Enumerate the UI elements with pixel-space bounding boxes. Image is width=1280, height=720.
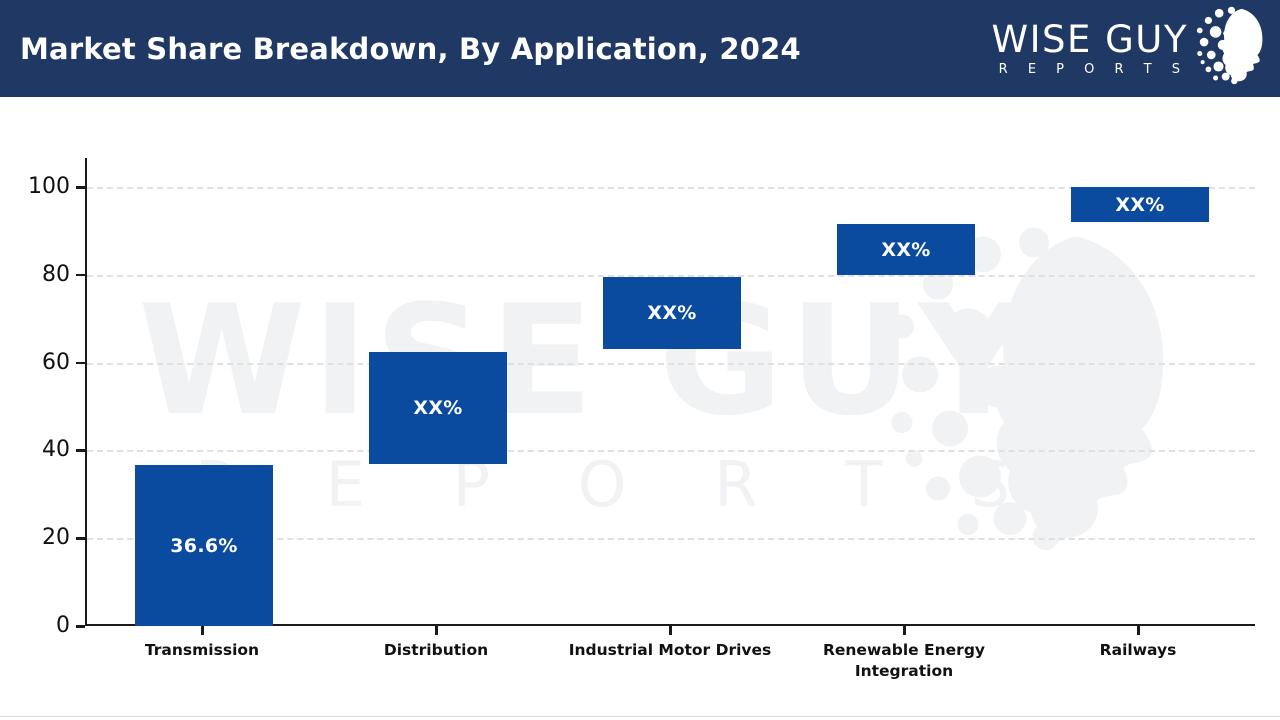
bar-distribution: XX% <box>369 351 507 464</box>
y-tick-label: 60 <box>42 349 70 375</box>
bar-value-label: 36.6% <box>170 534 238 557</box>
y-tick-mark <box>76 361 85 365</box>
market-share-chart: 36.6% XX% XX% XX% XX% 0 20 40 60 80 100 Transmissi… <box>0 158 1280 680</box>
gridline <box>87 450 1255 453</box>
y-tick-mark <box>76 537 85 540</box>
bar-value-label: XX% <box>1115 193 1165 216</box>
x-tick-mark <box>201 626 204 635</box>
y-tick-mark <box>76 449 85 452</box>
brand-logo-text: WISE GUY R E P O R T S <box>992 21 1188 76</box>
bar-industrial-motor-drives: XX% <box>603 276 741 350</box>
brand-subtitle: R E P O R T S <box>998 62 1188 77</box>
x-category-label: Industrial Motor Drives <box>568 641 772 659</box>
brand-name: WISE GUY <box>991 18 1188 61</box>
brand-face-icon <box>1194 6 1266 91</box>
bar-renewable-energy-integration: XX% <box>837 224 975 275</box>
bar-value-label: XX% <box>413 396 463 419</box>
y-tick-mark <box>76 186 85 189</box>
gridline <box>87 274 1255 277</box>
y-tick-label: 80 <box>42 261 70 287</box>
x-category-label: Renewable Energy Integration <box>822 641 986 680</box>
y-tick-label: 100 <box>28 174 70 199</box>
x-tick-mark <box>1137 626 1140 635</box>
y-tick-mark <box>76 273 85 277</box>
bar-value-label: XX% <box>881 238 931 261</box>
x-category-label: Transmission <box>144 641 260 659</box>
y-tick-mark <box>76 625 85 628</box>
bottom-divider <box>0 716 1280 717</box>
gridline <box>87 187 1255 189</box>
x-tick-mark <box>669 626 672 635</box>
x-tick-mark <box>903 626 906 635</box>
header-bar: Market Share Breakdown, By Application, … <box>0 0 1280 97</box>
gridline <box>87 362 1255 365</box>
y-tick-label: 40 <box>42 437 70 463</box>
y-tick-label: 20 <box>42 525 70 551</box>
gridline <box>87 538 1255 541</box>
bar-transmission: 36.6% <box>135 465 273 626</box>
bar-value-label: XX% <box>647 302 697 325</box>
brand-logo: WISE GUY R E P O R T S <box>992 6 1266 91</box>
x-category-label: Railways <box>1099 641 1177 659</box>
page-title: Market Share Breakdown, By Application, … <box>20 31 801 66</box>
x-category-label: Distribution <box>383 641 489 659</box>
bar-railways: XX% <box>1071 187 1209 223</box>
y-tick-label: 0 <box>56 613 70 638</box>
plot-area: 36.6% XX% XX% XX% XX% <box>85 158 1255 626</box>
x-tick-mark <box>435 626 438 635</box>
